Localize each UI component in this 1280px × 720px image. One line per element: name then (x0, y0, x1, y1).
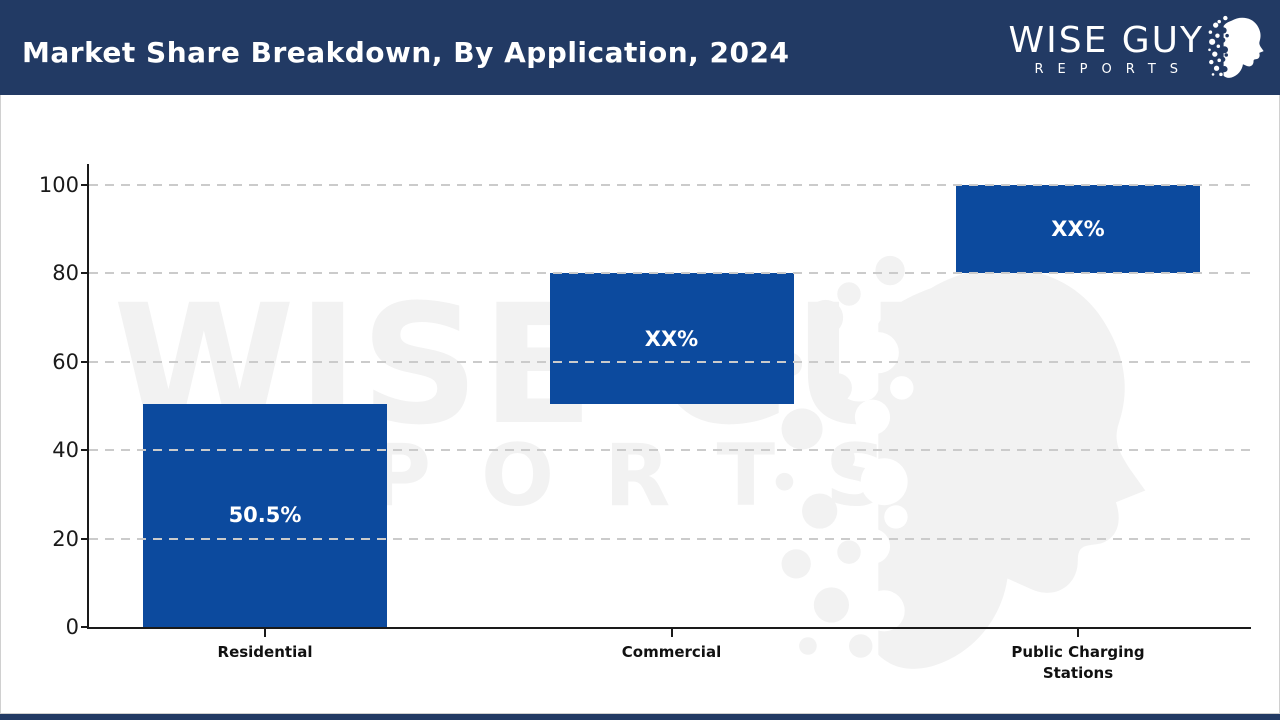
y-tick-label-80: 80 (52, 261, 79, 286)
logo-subtitle: REPORTS (1034, 61, 1193, 77)
bar-1 (549, 273, 794, 404)
bar-0 (143, 403, 387, 627)
chart-figure: WISE GUY REPORTS 0 20 40 60 80 100 50.5% Reside… (0, 95, 1280, 714)
y-tick-100 (81, 184, 89, 186)
x-category-label-0: Residential (217, 643, 313, 661)
wise-guy-logo: WISE GUY REPORTS (1009, 6, 1273, 90)
y-tick-60 (81, 360, 89, 363)
y-tick-20 (81, 537, 89, 540)
dotted-head-logo-icon (1208, 15, 1264, 78)
gridline-y-60 (89, 360, 1251, 363)
y-tick-0 (81, 626, 89, 628)
logo-text: WISE GUY REPORTS (1009, 20, 1205, 77)
bar-2 (956, 185, 1200, 274)
x-axis-spine (87, 627, 1251, 629)
y-tick-label-100: 100 (38, 173, 79, 197)
bar-value-label-2: XX% (1051, 217, 1105, 242)
logo-wordmark: WISE GUY (1008, 19, 1204, 61)
bar-value-label-1: XX% (644, 326, 699, 351)
y-tick-label-20: 20 (52, 526, 79, 551)
y-tick-label-0: 0 (65, 615, 79, 639)
x-tick-0 (264, 629, 266, 637)
x-tick-1 (670, 629, 673, 637)
y-tick-label-40: 40 (52, 438, 79, 463)
gridline-y-40 (89, 449, 1251, 452)
x-category-label-1: Commercial (621, 643, 722, 661)
footer-band (0, 714, 1280, 720)
watermark-dotted-head-icon (775, 255, 1146, 669)
y-tick-label-60: 60 (52, 349, 79, 374)
header-band: Market Share Breakdown, By Application, … (0, 0, 1280, 95)
gridline-y-20 (89, 537, 1251, 540)
y-tick-40 (81, 449, 89, 452)
page-title: Market Share Breakdown, By Application, … (22, 36, 790, 69)
y-tick-80 (81, 272, 89, 275)
bar-value-label-0: 50.5% (228, 503, 302, 528)
x-category-label-2: Public Charging Stations (1011, 643, 1145, 682)
y-axis-spine (87, 164, 89, 629)
x-tick-2 (1077, 629, 1079, 637)
gridline-y-80 (89, 272, 1251, 275)
gridline-y-100 (89, 184, 1251, 186)
